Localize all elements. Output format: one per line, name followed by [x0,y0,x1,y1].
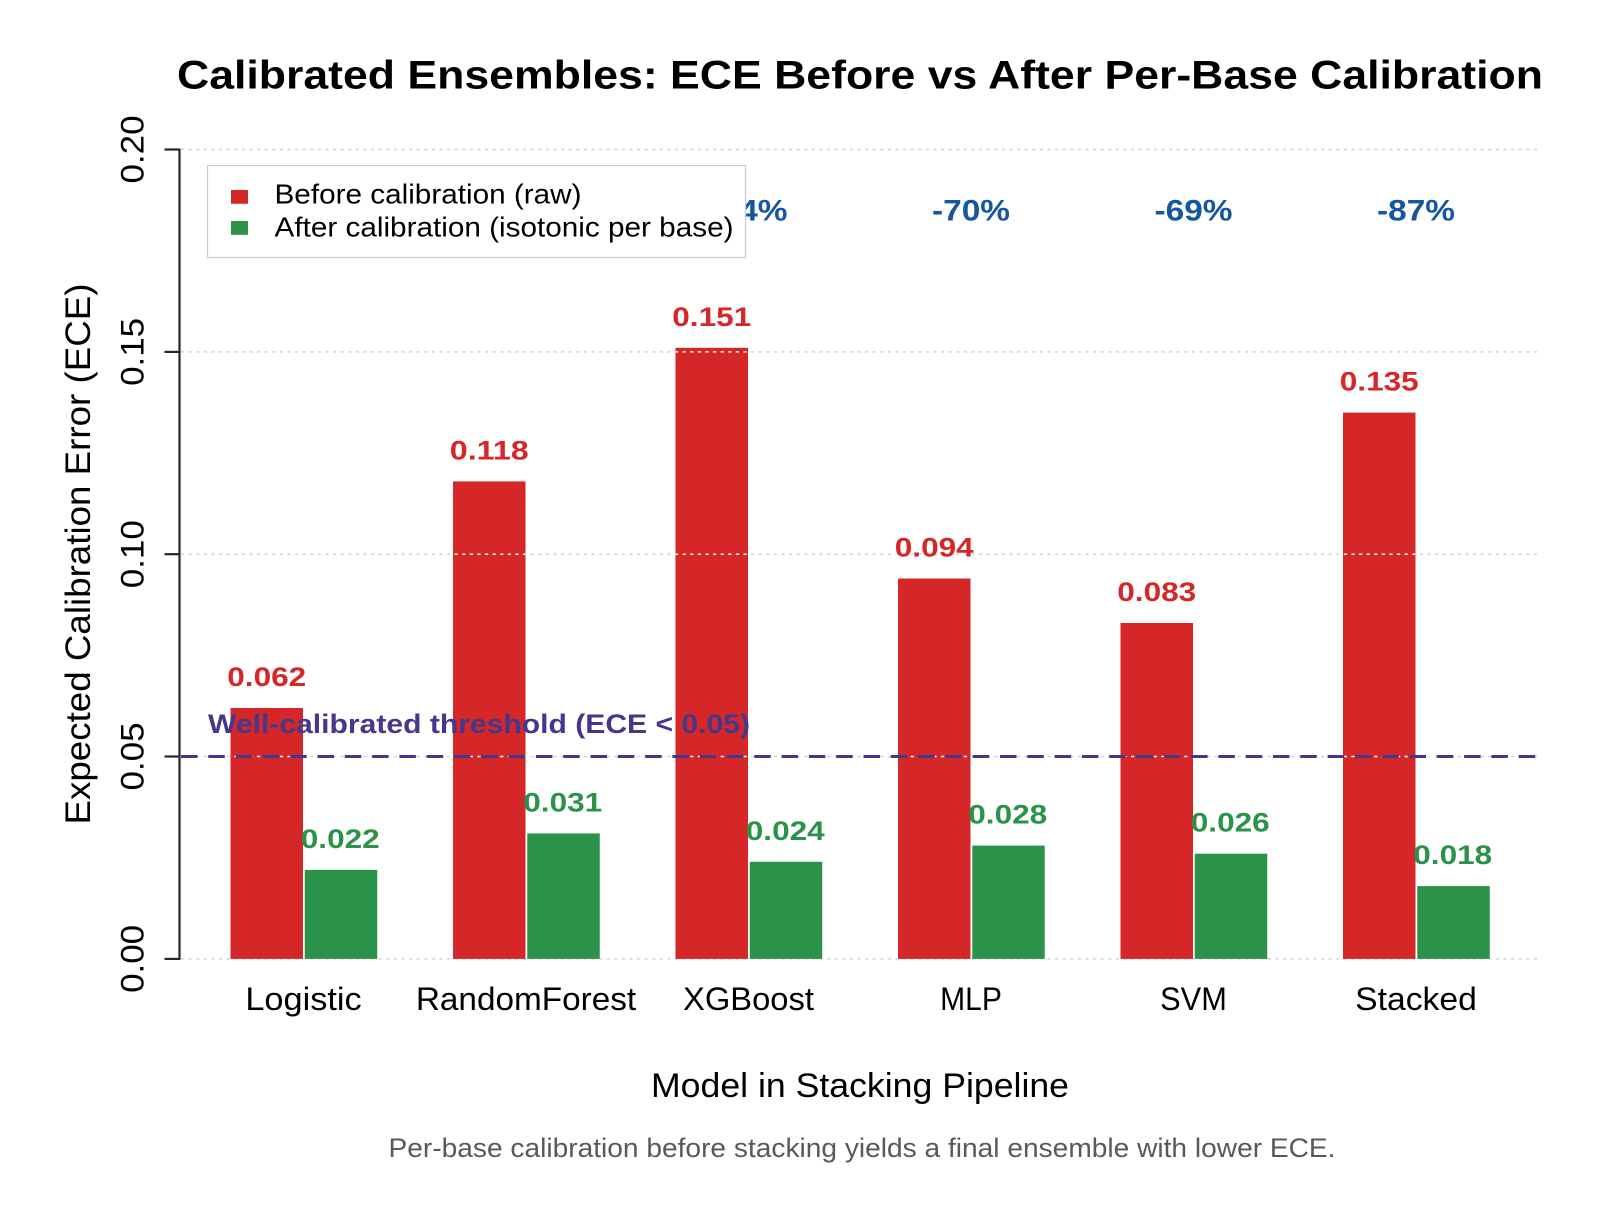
svg-text:RandomForest: RandomForest [416,981,636,1017]
svg-text:0.094: 0.094 [895,533,974,563]
svg-text:Before calibration (raw): Before calibration (raw) [275,179,582,210]
svg-text:Model in Stacking Pipeline: Model in Stacking Pipeline [651,1067,1069,1105]
svg-text:0.00: 0.00 [115,925,151,993]
svg-text:0.062: 0.062 [227,662,306,692]
svg-text:0.10: 0.10 [115,520,151,588]
svg-text:Logistic: Logistic [245,981,361,1017]
svg-text:Calibrated Ensembles: ECE Befo: Calibrated Ensembles: ECE Before vs Afte… [177,53,1543,98]
svg-text:0.118: 0.118 [450,435,529,465]
svg-text:0.083: 0.083 [1117,577,1196,607]
svg-text:0.05: 0.05 [115,723,151,791]
svg-text:0.135: 0.135 [1340,367,1419,397]
svg-text:MLP: MLP [940,981,1002,1017]
svg-text:-87%: -87% [1377,194,1455,227]
svg-text:0.018: 0.018 [1413,840,1492,870]
svg-text:-69%: -69% [1155,194,1233,227]
svg-text:-70%: -70% [932,194,1010,227]
svg-text:0.028: 0.028 [968,800,1047,830]
svg-text:0.20: 0.20 [115,116,151,184]
svg-text:0.024: 0.024 [746,816,825,846]
svg-text:0.15: 0.15 [115,318,151,386]
svg-text:Well-calibrated threshold (ECE: Well-calibrated threshold (ECE < 0.05) [208,709,750,739]
svg-text:After calibration (isotonic pe: After calibration (isotonic per base) [275,211,734,242]
svg-text:XGBoost: XGBoost [683,981,814,1017]
svg-text:0.151: 0.151 [672,302,751,332]
svg-text:SVM: SVM [1160,981,1227,1017]
svg-text:Per-base calibration before st: Per-base calibration before stacking yie… [389,1133,1336,1163]
svg-text:Stacked: Stacked [1355,981,1477,1017]
svg-text:Expected Calibration Error (EC: Expected Calibration Error (ECE) [59,284,98,825]
svg-text:0.026: 0.026 [1191,808,1270,838]
svg-text:0.022: 0.022 [301,824,380,854]
svg-text:0.031: 0.031 [523,787,602,817]
